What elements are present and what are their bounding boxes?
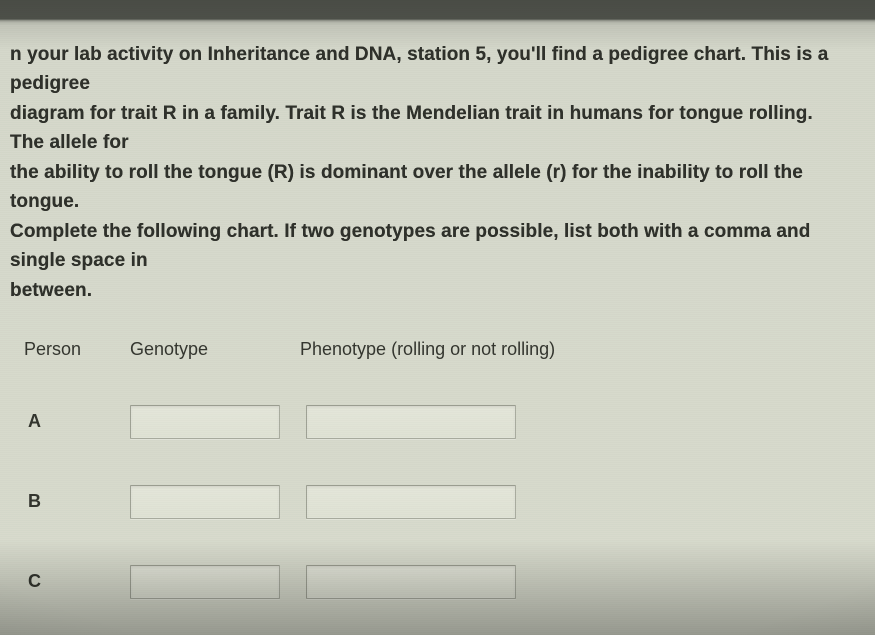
cell-phenotype bbox=[306, 485, 531, 519]
table-body: A B C D bbox=[10, 382, 841, 635]
phenotype-input[interactable] bbox=[306, 565, 516, 599]
instructions-line: n your lab activity on Inheritance and D… bbox=[10, 40, 841, 99]
table-row: A bbox=[10, 382, 841, 462]
worksheet-sheet: n your lab activity on Inheritance and D… bbox=[0, 22, 871, 635]
genotype-input[interactable] bbox=[130, 485, 280, 519]
cell-genotype bbox=[130, 565, 300, 599]
table-row: D bbox=[10, 622, 841, 635]
genotype-input[interactable] bbox=[130, 565, 280, 599]
row-label: C bbox=[10, 571, 130, 592]
header-phenotype: Phenotype (rolling or not rolling) bbox=[300, 339, 841, 360]
phenotype-input[interactable] bbox=[306, 405, 516, 439]
instructions-line: the ability to roll the tongue (R) is do… bbox=[10, 158, 841, 217]
table-row: B bbox=[10, 462, 841, 542]
cell-phenotype bbox=[306, 565, 531, 599]
row-label: A bbox=[10, 411, 130, 432]
cell-phenotype bbox=[306, 405, 531, 439]
cell-genotype bbox=[130, 485, 300, 519]
instructions-line: between. bbox=[10, 276, 841, 305]
phenotype-input[interactable] bbox=[306, 485, 516, 519]
genotype-input[interactable] bbox=[130, 405, 280, 439]
header-person: Person bbox=[10, 339, 130, 360]
instructions-block: n your lab activity on Inheritance and D… bbox=[10, 40, 841, 305]
cell-genotype bbox=[130, 405, 300, 439]
instructions-line: diagram for trait R in a family. Trait R… bbox=[10, 99, 841, 158]
table-header-row: Person Genotype Phenotype (rolling or no… bbox=[10, 339, 841, 360]
header-genotype: Genotype bbox=[130, 339, 300, 360]
instructions-line: Complete the following chart. If two gen… bbox=[10, 217, 841, 276]
row-label: B bbox=[10, 491, 130, 512]
table-row: C bbox=[10, 542, 841, 622]
